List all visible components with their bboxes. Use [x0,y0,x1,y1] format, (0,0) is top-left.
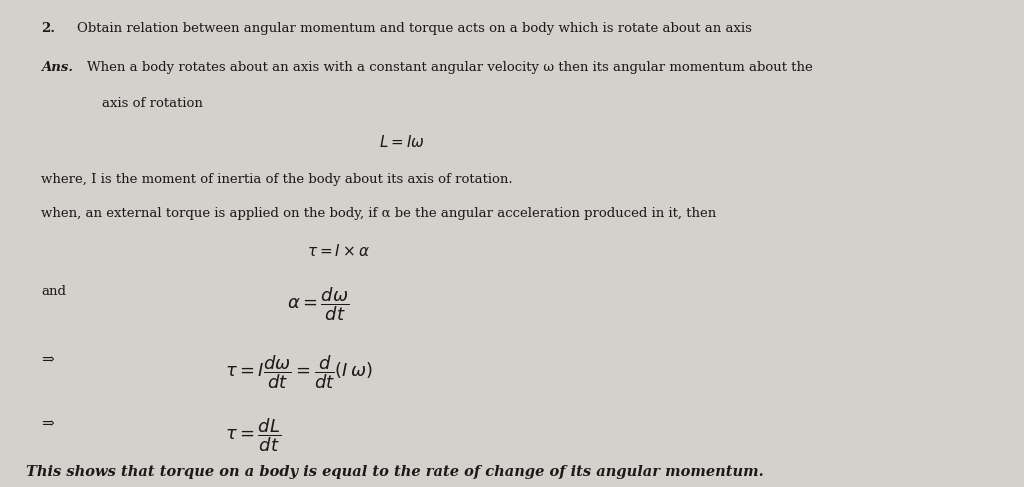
Text: when, an external torque is applied on the body, if α be the angular acceleratio: when, an external torque is applied on t… [41,207,716,220]
Text: $\tau = \dfrac{dL}{dt}$: $\tau = \dfrac{dL}{dt}$ [225,416,282,454]
Text: axis of rotation: axis of rotation [102,97,204,111]
Text: $L = I\omega$: $L = I\omega$ [379,134,425,150]
Text: $\alpha = \dfrac{d\omega}{dt}$: $\alpha = \dfrac{d\omega}{dt}$ [287,285,349,322]
Text: This shows that torque on a body is equal to the rate of change of its angular m: This shows that torque on a body is equa… [26,465,763,479]
Text: and: and [41,285,66,298]
Text: $\tau = I\dfrac{d\omega}{dt} = \dfrac{d}{dt}(I\,\omega)$: $\tau = I\dfrac{d\omega}{dt} = \dfrac{d}… [225,353,373,391]
Text: ⇒: ⇒ [41,353,53,367]
Text: 2.: 2. [41,22,55,35]
Text: When a body rotates about an axis with a constant angular velocity ω then its an: When a body rotates about an axis with a… [87,61,813,74]
Text: where, I is the moment of inertia of the body about its axis of rotation.: where, I is the moment of inertia of the… [41,173,513,186]
Text: $\tau = I \times \alpha$: $\tau = I \times \alpha$ [307,244,370,260]
Text: ⇒: ⇒ [41,416,53,431]
Text: Ans.: Ans. [41,61,73,74]
Text: Obtain relation between angular momentum and torque acts on a body which is rota: Obtain relation between angular momentum… [77,22,752,35]
